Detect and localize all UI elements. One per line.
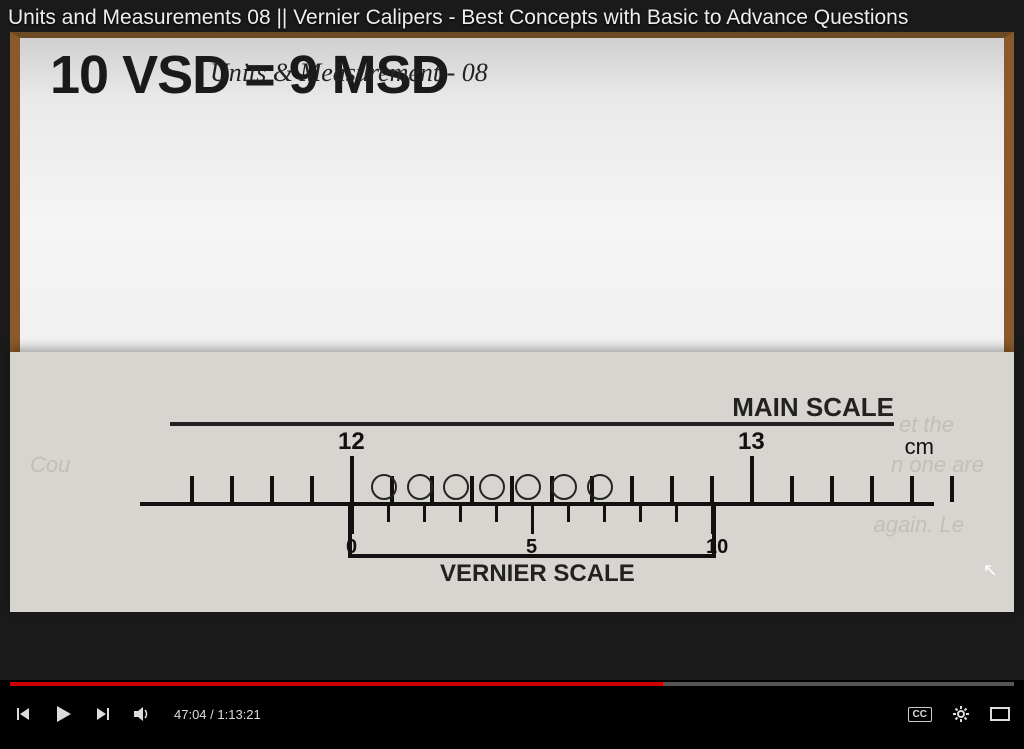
main-scale-label: MAIN SCALE <box>732 392 894 423</box>
vernier-scale-tick <box>459 502 462 522</box>
vernier-scale-tick <box>675 502 678 522</box>
main-scale-tick <box>870 476 874 502</box>
vernier-scale-tick <box>351 502 354 534</box>
captions-button[interactable]: CC <box>908 707 932 722</box>
main-scale-underline <box>170 422 894 426</box>
vernier-scale-tick <box>711 502 714 534</box>
main-scale-number: 13 <box>738 428 765 456</box>
unit-label: cm <box>905 434 934 460</box>
play-button[interactable] <box>52 703 74 725</box>
ghost-text: Cou <box>30 452 70 478</box>
vernier-scale-label: VERNIER SCALE <box>440 560 635 588</box>
handwritten-note: Units & Measurement - 08 <box>210 58 488 88</box>
main-scale-major-tick <box>750 456 754 502</box>
time-display: 47:04 / 1:13:21 <box>174 707 261 722</box>
whiteboard: 10 VSD = 9 MSD Units & Measurement - 08 <box>10 32 1014 352</box>
vernier-scale-tick <box>387 502 390 522</box>
next-button[interactable] <box>94 705 112 723</box>
vernier-scale-tick <box>531 502 534 534</box>
coincidence-circle <box>407 474 433 500</box>
vernier-scale-tick <box>639 502 642 522</box>
main-scale-tick <box>670 476 674 502</box>
main-scale-tick <box>310 476 314 502</box>
vernier-scale-box: 0510 <box>348 502 716 558</box>
coincidence-circle <box>551 474 577 500</box>
main-scale-tick <box>950 476 954 502</box>
vernier-scale-tick <box>423 502 426 522</box>
main-scale-tick <box>190 476 194 502</box>
total-time: 1:13:21 <box>217 707 260 722</box>
main-scale-tick <box>230 476 234 502</box>
main-scale-major-tick <box>350 456 354 502</box>
diagram-strip: et the Cou n one are again. Le MAIN SCAL… <box>10 352 1014 612</box>
main-scale-number: 12 <box>338 428 365 456</box>
main-scale-tick <box>710 476 714 502</box>
main-scale-tick <box>830 476 834 502</box>
vernier-scale-tick <box>567 502 570 522</box>
player-controls: 47:04 / 1:13:21 CC <box>0 690 1024 738</box>
progress-fill <box>10 682 663 686</box>
volume-button[interactable] <box>132 705 150 723</box>
vernier-scale-number: 10 <box>706 536 728 559</box>
coincidence-circle <box>515 474 541 500</box>
main-scale-tick <box>510 476 514 502</box>
vernier-scale-tick <box>603 502 606 522</box>
coincidence-circle <box>371 474 397 500</box>
main-scale-tick <box>630 476 634 502</box>
mouse-cursor-icon: ↖ <box>983 560 998 581</box>
progress-bar[interactable] <box>10 682 1014 686</box>
previous-button[interactable] <box>14 705 32 723</box>
main-scale-tick <box>790 476 794 502</box>
scale-diagram: MAIN SCALE cm 1213 0510 VERNIER SCALE <box>140 392 934 582</box>
coincidence-circle <box>443 474 469 500</box>
coincidence-circle <box>479 474 505 500</box>
theater-mode-button[interactable] <box>990 707 1010 721</box>
main-scale-tick <box>910 476 914 502</box>
current-time: 47:04 <box>174 707 207 722</box>
settings-button[interactable] <box>952 705 970 723</box>
coincidence-circle <box>587 474 613 500</box>
video-title: Units and Measurements 08 || Vernier Cal… <box>2 2 1022 34</box>
vernier-scale-number: 0 <box>346 536 357 559</box>
vernier-scale-tick <box>495 502 498 522</box>
video-frame: Units and Measurements 08 || Vernier Cal… <box>0 0 1024 680</box>
main-scale-tick <box>470 476 474 502</box>
main-scale-tick <box>270 476 274 502</box>
vernier-scale-number: 5 <box>526 536 537 559</box>
